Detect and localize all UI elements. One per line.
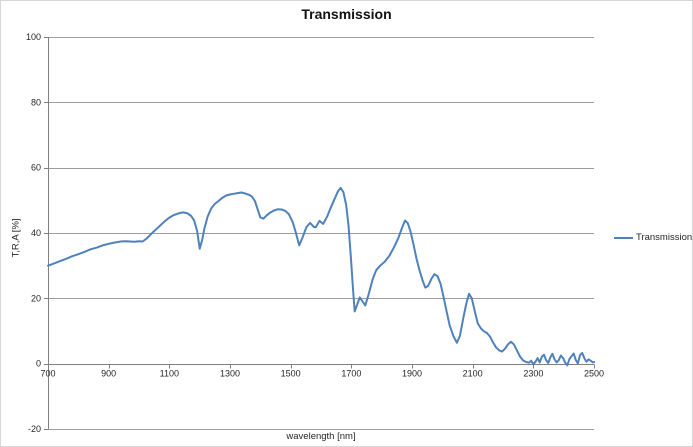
svg-text:2100: 2100 (463, 369, 483, 379)
legend: Transmission (614, 232, 692, 243)
chart-title: Transmission (301, 6, 392, 22)
svg-text:60: 60 (31, 163, 41, 173)
svg-text:100: 100 (26, 32, 41, 42)
svg-text:20: 20 (31, 293, 41, 303)
svg-text:1500: 1500 (281, 369, 301, 379)
svg-text:1300: 1300 (220, 369, 240, 379)
svg-text:1700: 1700 (341, 369, 361, 379)
svg-text:80: 80 (31, 97, 41, 107)
legend-line-swatch (614, 236, 633, 239)
svg-text:0: 0 (36, 359, 41, 369)
svg-text:-20: -20 (28, 424, 41, 434)
svg-text:2500: 2500 (584, 369, 604, 379)
y-axis-title: T,R,A [%] (10, 218, 22, 258)
svg-text:700: 700 (40, 369, 55, 379)
svg-text:1100: 1100 (160, 369, 179, 379)
svg-text:40: 40 (31, 228, 41, 238)
svg-text:1900: 1900 (402, 369, 422, 379)
x-axis-title: wavelength [nm] (286, 431, 356, 442)
svg-text:900: 900 (101, 369, 116, 379)
svg-text:2300: 2300 (523, 369, 543, 379)
legend-label: Transmission (636, 232, 693, 243)
